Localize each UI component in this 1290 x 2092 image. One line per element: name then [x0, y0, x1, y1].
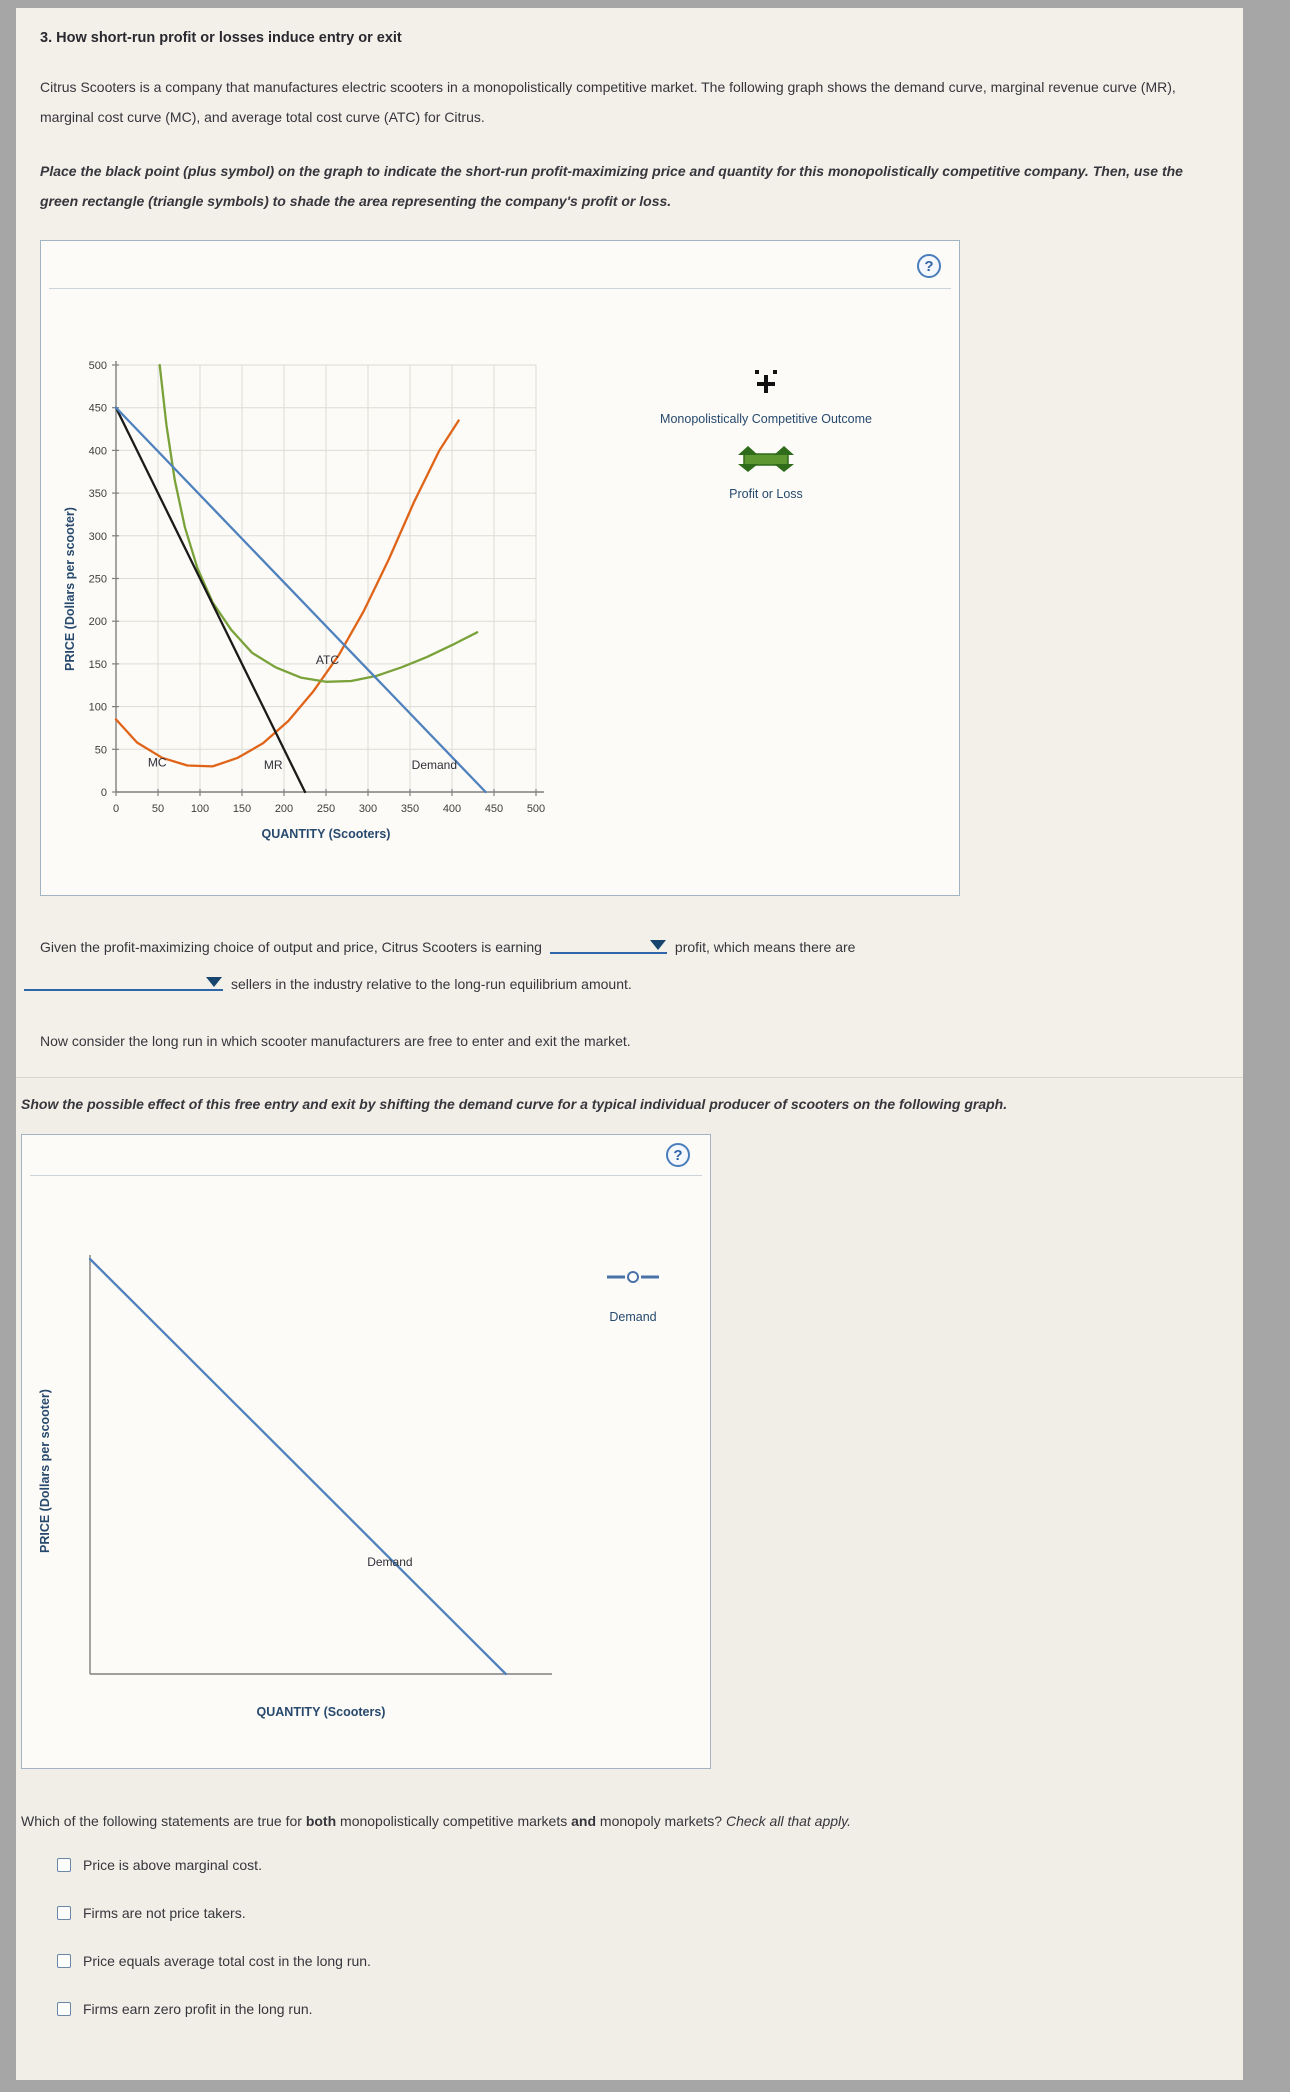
- question-3-section: 3. How short-run profit or losses induce…: [16, 8, 1243, 1079]
- curve-label-mc: MC: [148, 756, 167, 770]
- y-tick-label: 150: [89, 659, 107, 671]
- curve-demand: [114, 406, 487, 794]
- answer-checklist: Price is above marginal cost. Firms are …: [57, 1855, 1223, 2019]
- shift-instruction: Show the possible effect of this free en…: [21, 1096, 1008, 1113]
- help-icon[interactable]: ?: [917, 254, 941, 279]
- checklist-option-3[interactable]: Price equals average total cost in the l…: [57, 1951, 1223, 1971]
- question-text: monopolistically competitive markets: [340, 1813, 568, 1830]
- x-tick-label: 250: [317, 803, 335, 815]
- curve-label-demand: Demand: [412, 758, 457, 772]
- checklist-option-1[interactable]: Price is above marginal cost.: [57, 1855, 1223, 1875]
- curve-label-demand: Demand: [367, 1555, 412, 1569]
- x-axis-title: QUANTITY (Scooters): [257, 1705, 386, 1719]
- y-tick-label: 300: [89, 531, 107, 543]
- fill-sentence-line2: sellers in the industry relative to the …: [24, 973, 1223, 995]
- curve-label-mr: MR: [264, 758, 283, 772]
- panel-header-divider: [30, 1175, 702, 1177]
- x-tick-label: 50: [152, 803, 164, 815]
- demand-legend-label: Demand: [609, 1310, 657, 1325]
- x-tick-label: 300: [359, 803, 377, 815]
- curve-mr: [114, 406, 307, 794]
- point-tool-label: Monopolistically Competitive Outcome: [660, 412, 872, 427]
- checkbox-icon[interactable]: [57, 2002, 71, 2017]
- x-tick-label: 0: [113, 803, 119, 815]
- y-tick-label: 50: [95, 745, 107, 757]
- question-text: Which of the following statements are tr…: [21, 1813, 302, 1830]
- curve-atc: [158, 364, 479, 684]
- curve-label-atc: ATC: [316, 653, 339, 667]
- y-tick-label: 450: [89, 403, 107, 415]
- long-run-text: Now consider the long run in which scoot…: [40, 1033, 631, 1050]
- graph-panel-monopolistic: ? PRICE (Dollars per scooter) 0 50 100 150 2…: [40, 240, 960, 897]
- demand-shift-chart[interactable]: Demand QUANTITY (Scooters): [78, 1249, 566, 1732]
- fill-text-1: Given the profit-maximizing choice of ou…: [40, 939, 542, 956]
- graph-instruction: Place the black point (plus symbol) on t…: [40, 163, 1183, 210]
- y-tick-label: 500: [89, 360, 107, 372]
- graph-panel-individual-producer: ? PRICE (Dollars per scooter) Demand QUAN…: [21, 1134, 711, 1770]
- y-tick-label: 0: [101, 787, 107, 799]
- checklist-label: Price equals average total cost in the l…: [83, 1953, 371, 1970]
- curve-demand[interactable]: [88, 1258, 507, 1676]
- question-bold-both: both: [305, 1813, 337, 1830]
- question-italic: Check all that apply.: [725, 1813, 851, 1830]
- section-heading: 3. How short-run profit or losses induce…: [40, 30, 402, 46]
- y-tick-label: 400: [89, 446, 107, 458]
- intro-paragraph: Citrus Scooters is a company that manufa…: [40, 79, 1176, 126]
- green-rectangle-shade-icon[interactable]: [738, 446, 794, 475]
- fill-text-2: profit, which means there are: [674, 939, 856, 956]
- x-tick-label: 100: [191, 803, 209, 815]
- x-tick-label: 200: [275, 803, 293, 815]
- y-tick-label: 350: [89, 488, 107, 500]
- dropdown-triangle-icon: [206, 976, 222, 987]
- profit-maximization-chart[interactable]: 0 50 100 150 200 250 300 350 400 450 500 0 50 100 150 2…: [56, 351, 591, 856]
- checklist-label: Firms are not price takers.: [83, 1905, 246, 1922]
- y-axis-title: PRICE (Dollars per scooter): [38, 1389, 52, 1554]
- x-tick-label: 400: [443, 803, 461, 815]
- page-content: 3. How short-run profit or losses induce…: [16, 8, 1243, 2080]
- dropdown-triangle-icon: [649, 940, 666, 951]
- checklist-option-2[interactable]: Firms are not price takers.: [57, 1903, 1223, 1923]
- checkbox-icon[interactable]: [57, 1858, 71, 1873]
- checklist-label: Firms earn zero profit in the long run.: [83, 2001, 313, 2018]
- checkbox-icon[interactable]: [57, 1906, 71, 1921]
- shade-tool-label: Profit or Loss: [729, 487, 803, 502]
- y-tick-label: 200: [89, 617, 107, 629]
- y-tick-label: 100: [89, 702, 107, 714]
- x-tick-label: 500: [527, 803, 545, 815]
- x-axis-title: QUANTITY (Scooters): [262, 827, 391, 841]
- x-tick-label: 350: [401, 803, 419, 815]
- fill-sentence-line1: Given the profit-maximizing choice of ou…: [40, 936, 1223, 958]
- sellers-dropdown[interactable]: [24, 974, 223, 991]
- checklist-option-4[interactable]: Firms earn zero profit in the long run.: [57, 1999, 1223, 2019]
- help-icon[interactable]: ?: [666, 1143, 690, 1168]
- x-tick-label: 150: [233, 803, 251, 815]
- profit-dropdown[interactable]: [549, 937, 667, 955]
- graph1-tools-legend: Monopolistically Competitive Outcome Pro…: [606, 369, 926, 501]
- black-point-plus-icon[interactable]: [752, 369, 780, 400]
- checkbox-question: Which of the following statements are tr…: [21, 1813, 1223, 1829]
- y-tick-label: 250: [89, 574, 107, 586]
- question-text: monopoly markets?: [599, 1813, 723, 1830]
- fill-text-3: sellers in the industry relative to the …: [231, 975, 632, 992]
- graph2-legend: Demand: [578, 1269, 688, 1324]
- long-run-section: Show the possible effect of this free en…: [16, 1096, 1243, 2067]
- curve-mc: [114, 419, 460, 768]
- question-bold-and: and: [571, 1813, 597, 1830]
- panel-header-divider: [49, 288, 951, 290]
- x-tick-label: 450: [485, 803, 503, 815]
- checklist-label: Price is above marginal cost.: [83, 1857, 262, 1874]
- demand-curve-handle-icon[interactable]: [605, 1269, 661, 1288]
- checkbox-icon[interactable]: [57, 1954, 71, 1969]
